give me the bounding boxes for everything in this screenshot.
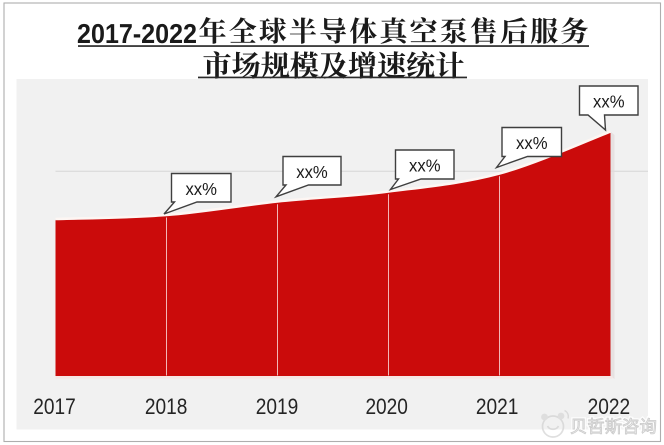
svg-text:2017: 2017	[33, 394, 76, 419]
svg-text:2022: 2022	[588, 394, 631, 419]
svg-text:xx%: xx%	[296, 162, 328, 182]
svg-text:xx%: xx%	[185, 179, 217, 199]
svg-text:xx%: xx%	[593, 92, 625, 112]
svg-text:2018: 2018	[145, 394, 188, 419]
svg-text:2021: 2021	[476, 394, 519, 419]
svg-text:2019: 2019	[256, 394, 299, 419]
svg-text:xx%: xx%	[516, 133, 548, 153]
svg-text:2020: 2020	[365, 394, 408, 419]
svg-text:xx%: xx%	[409, 156, 441, 176]
